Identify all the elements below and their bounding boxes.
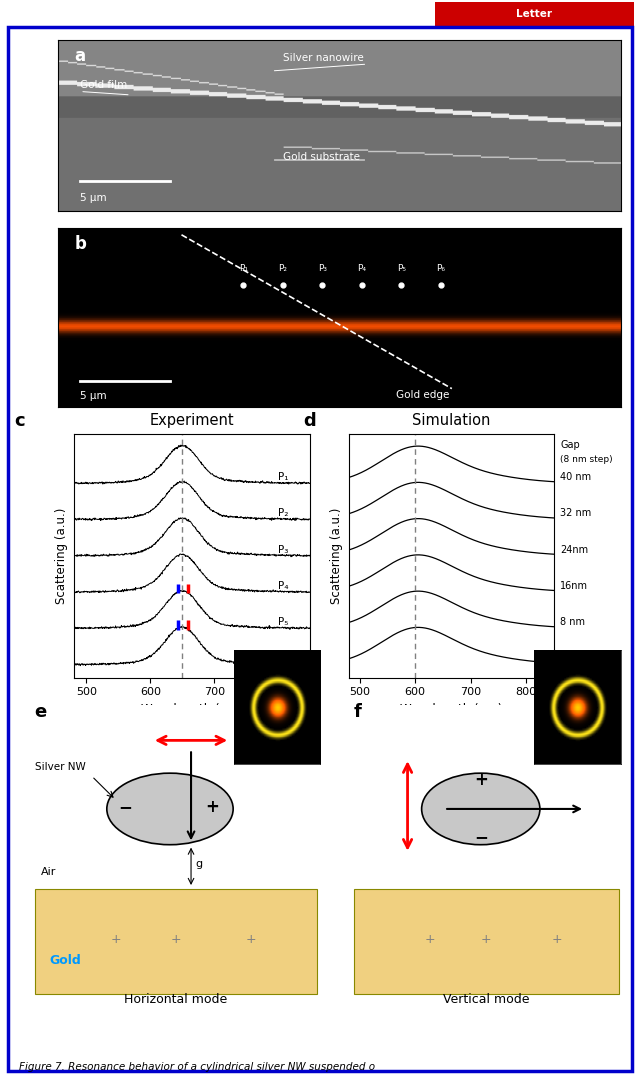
Text: 32 nm: 32 nm <box>560 508 591 518</box>
Text: 5 μm: 5 μm <box>80 193 107 203</box>
Text: P₁: P₁ <box>278 473 289 482</box>
Text: P₃: P₃ <box>278 544 289 555</box>
Text: P₅: P₅ <box>278 617 289 628</box>
Text: 40 nm: 40 nm <box>560 473 591 482</box>
Text: Gold film: Gold film <box>80 80 127 90</box>
Text: +: + <box>205 798 219 816</box>
Text: 24nm: 24nm <box>560 544 588 555</box>
Y-axis label: Scattering (a.u.): Scattering (a.u.) <box>55 507 68 604</box>
Text: +: + <box>171 933 181 946</box>
Text: +: + <box>552 933 562 946</box>
Text: Letter: Letter <box>516 9 552 20</box>
Ellipse shape <box>107 773 233 844</box>
Text: Air: Air <box>41 866 56 877</box>
Text: Silver NW: Silver NW <box>35 762 85 772</box>
Text: Vertical mode: Vertical mode <box>443 993 530 1006</box>
Text: −: − <box>474 828 488 846</box>
Y-axis label: Scattering (a.u.): Scattering (a.u.) <box>330 507 343 604</box>
X-axis label: Wavelength (nm): Wavelength (nm) <box>400 702 502 715</box>
Text: 16nm: 16nm <box>560 581 588 591</box>
Bar <box>35 889 317 994</box>
Text: P₆: P₆ <box>278 654 289 663</box>
Title: Experiment: Experiment <box>150 413 234 428</box>
Text: d: d <box>304 412 317 430</box>
Text: P₃: P₃ <box>318 263 327 272</box>
Text: Figure 7. Resonance behavior of a cylindrical silver NW suspended o: Figure 7. Resonance behavior of a cylind… <box>19 1062 375 1072</box>
X-axis label: Wavelength (nm): Wavelength (nm) <box>141 702 243 715</box>
Text: P₅: P₅ <box>397 263 406 272</box>
Text: P₆: P₆ <box>436 263 445 272</box>
Text: Silver nanowire: Silver nanowire <box>283 53 364 63</box>
Text: P₄: P₄ <box>278 581 289 591</box>
Text: +: + <box>246 933 257 946</box>
Text: (8 nm step): (8 nm step) <box>560 455 613 464</box>
Bar <box>354 889 619 994</box>
Text: 0 nm: 0 nm <box>560 654 585 663</box>
Text: P₁: P₁ <box>239 263 248 272</box>
Text: Horizontal mode: Horizontal mode <box>124 993 228 1006</box>
Text: a: a <box>74 47 86 65</box>
Text: +: + <box>474 771 488 789</box>
Text: g: g <box>196 859 203 869</box>
Text: e: e <box>35 702 47 721</box>
Text: +: + <box>425 933 435 946</box>
Title: Simulation: Simulation <box>412 413 490 428</box>
Text: Gold substrate: Gold substrate <box>283 152 360 162</box>
Text: c: c <box>15 412 25 430</box>
Text: Gold: Gold <box>50 954 81 967</box>
Text: P₄: P₄ <box>357 263 366 272</box>
Text: Gold edge: Gold edge <box>396 389 449 400</box>
Text: −: − <box>118 798 132 816</box>
Text: 5 μm: 5 μm <box>80 391 107 401</box>
Text: b: b <box>74 235 86 253</box>
Text: +: + <box>111 933 121 946</box>
Text: f: f <box>354 702 362 721</box>
Text: P₂: P₂ <box>278 508 289 518</box>
Text: +: + <box>481 933 492 946</box>
Ellipse shape <box>422 773 540 844</box>
Text: P₂: P₂ <box>278 263 287 272</box>
Text: Gap: Gap <box>560 440 580 450</box>
Text: 8 nm: 8 nm <box>560 617 585 628</box>
